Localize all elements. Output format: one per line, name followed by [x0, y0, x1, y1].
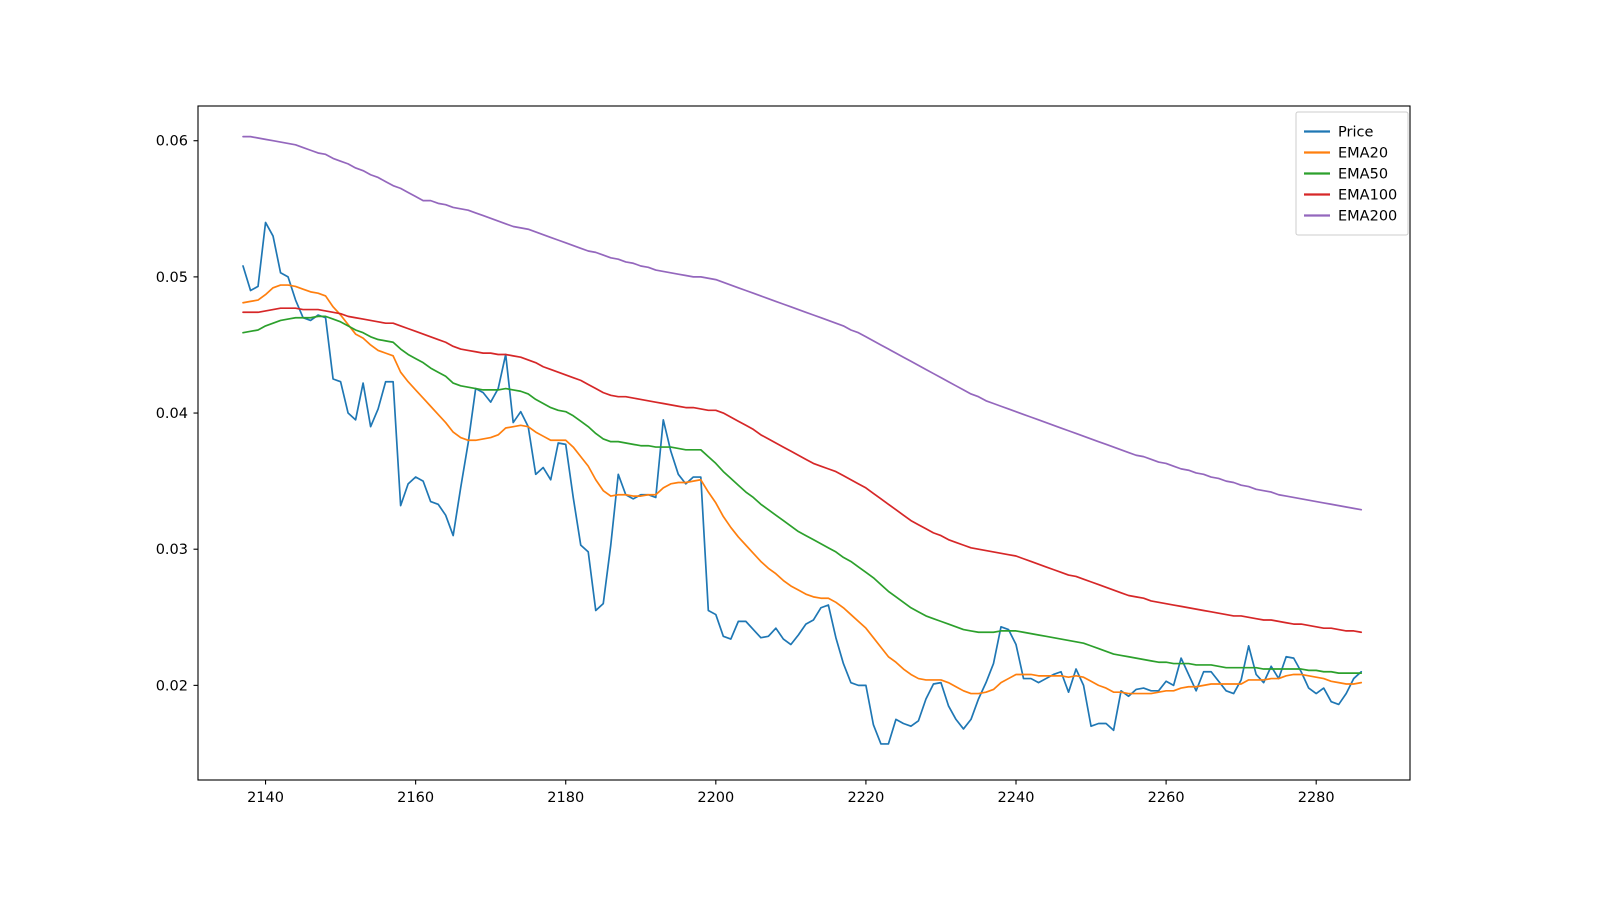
- x-axis-ticks: 2140 2160 2180 2200 2220 2240 2260 2280: [247, 780, 1335, 806]
- series-line-ema20: [242, 284, 1363, 695]
- y-tick-label: 0.04: [156, 406, 188, 422]
- y-tick-label: 0.03: [156, 542, 188, 558]
- series-line-ema100: [242, 307, 1363, 634]
- y-tick-label: 0.06: [156, 134, 188, 150]
- legend-entry-ema100[interactable]: EMA100: [1304, 188, 1397, 204]
- series-line-ema50: [242, 315, 1363, 674]
- axes-frame: [197, 105, 1411, 781]
- x-tick-label: 2160: [397, 790, 434, 806]
- y-tick-label: 0.02: [156, 678, 188, 694]
- chart-legend[interactable]: Price EMA20 EMA50 EMA100 EMA200: [1295, 111, 1409, 236]
- x-tick-label: 2220: [847, 790, 884, 806]
- x-tick-label: 2180: [547, 790, 584, 806]
- series-line-price: [242, 221, 1363, 745]
- legend-frame: [1295, 111, 1409, 236]
- legend-entry-ema20[interactable]: EMA20: [1304, 146, 1388, 162]
- legend-entry-ema200[interactable]: EMA200: [1304, 209, 1397, 225]
- x-tick-label: 2280: [1298, 790, 1335, 806]
- y-tick-label: 0.05: [156, 270, 188, 286]
- x-tick-label: 2200: [697, 790, 734, 806]
- legend-entry-ema50[interactable]: EMA50: [1304, 167, 1388, 183]
- legend-label-ema20: EMA20: [1338, 146, 1388, 162]
- legend-label-ema200: EMA200: [1338, 209, 1397, 225]
- axes-spines: [197, 105, 1411, 781]
- legend-label-ema100: EMA100: [1338, 188, 1397, 204]
- legend-label-price: Price: [1338, 125, 1373, 141]
- legend-entry-price[interactable]: Price: [1304, 125, 1373, 141]
- x-tick-label: 2140: [247, 790, 284, 806]
- series-line-ema200: [242, 135, 1363, 511]
- x-tick-label: 2260: [1148, 790, 1185, 806]
- data-series-group: [242, 135, 1363, 745]
- legend-label-ema50: EMA50: [1338, 167, 1388, 183]
- y-axis-ticks: 0.02 0.03 0.04 0.05 0.06: [156, 134, 198, 694]
- x-tick-label: 2240: [998, 790, 1035, 806]
